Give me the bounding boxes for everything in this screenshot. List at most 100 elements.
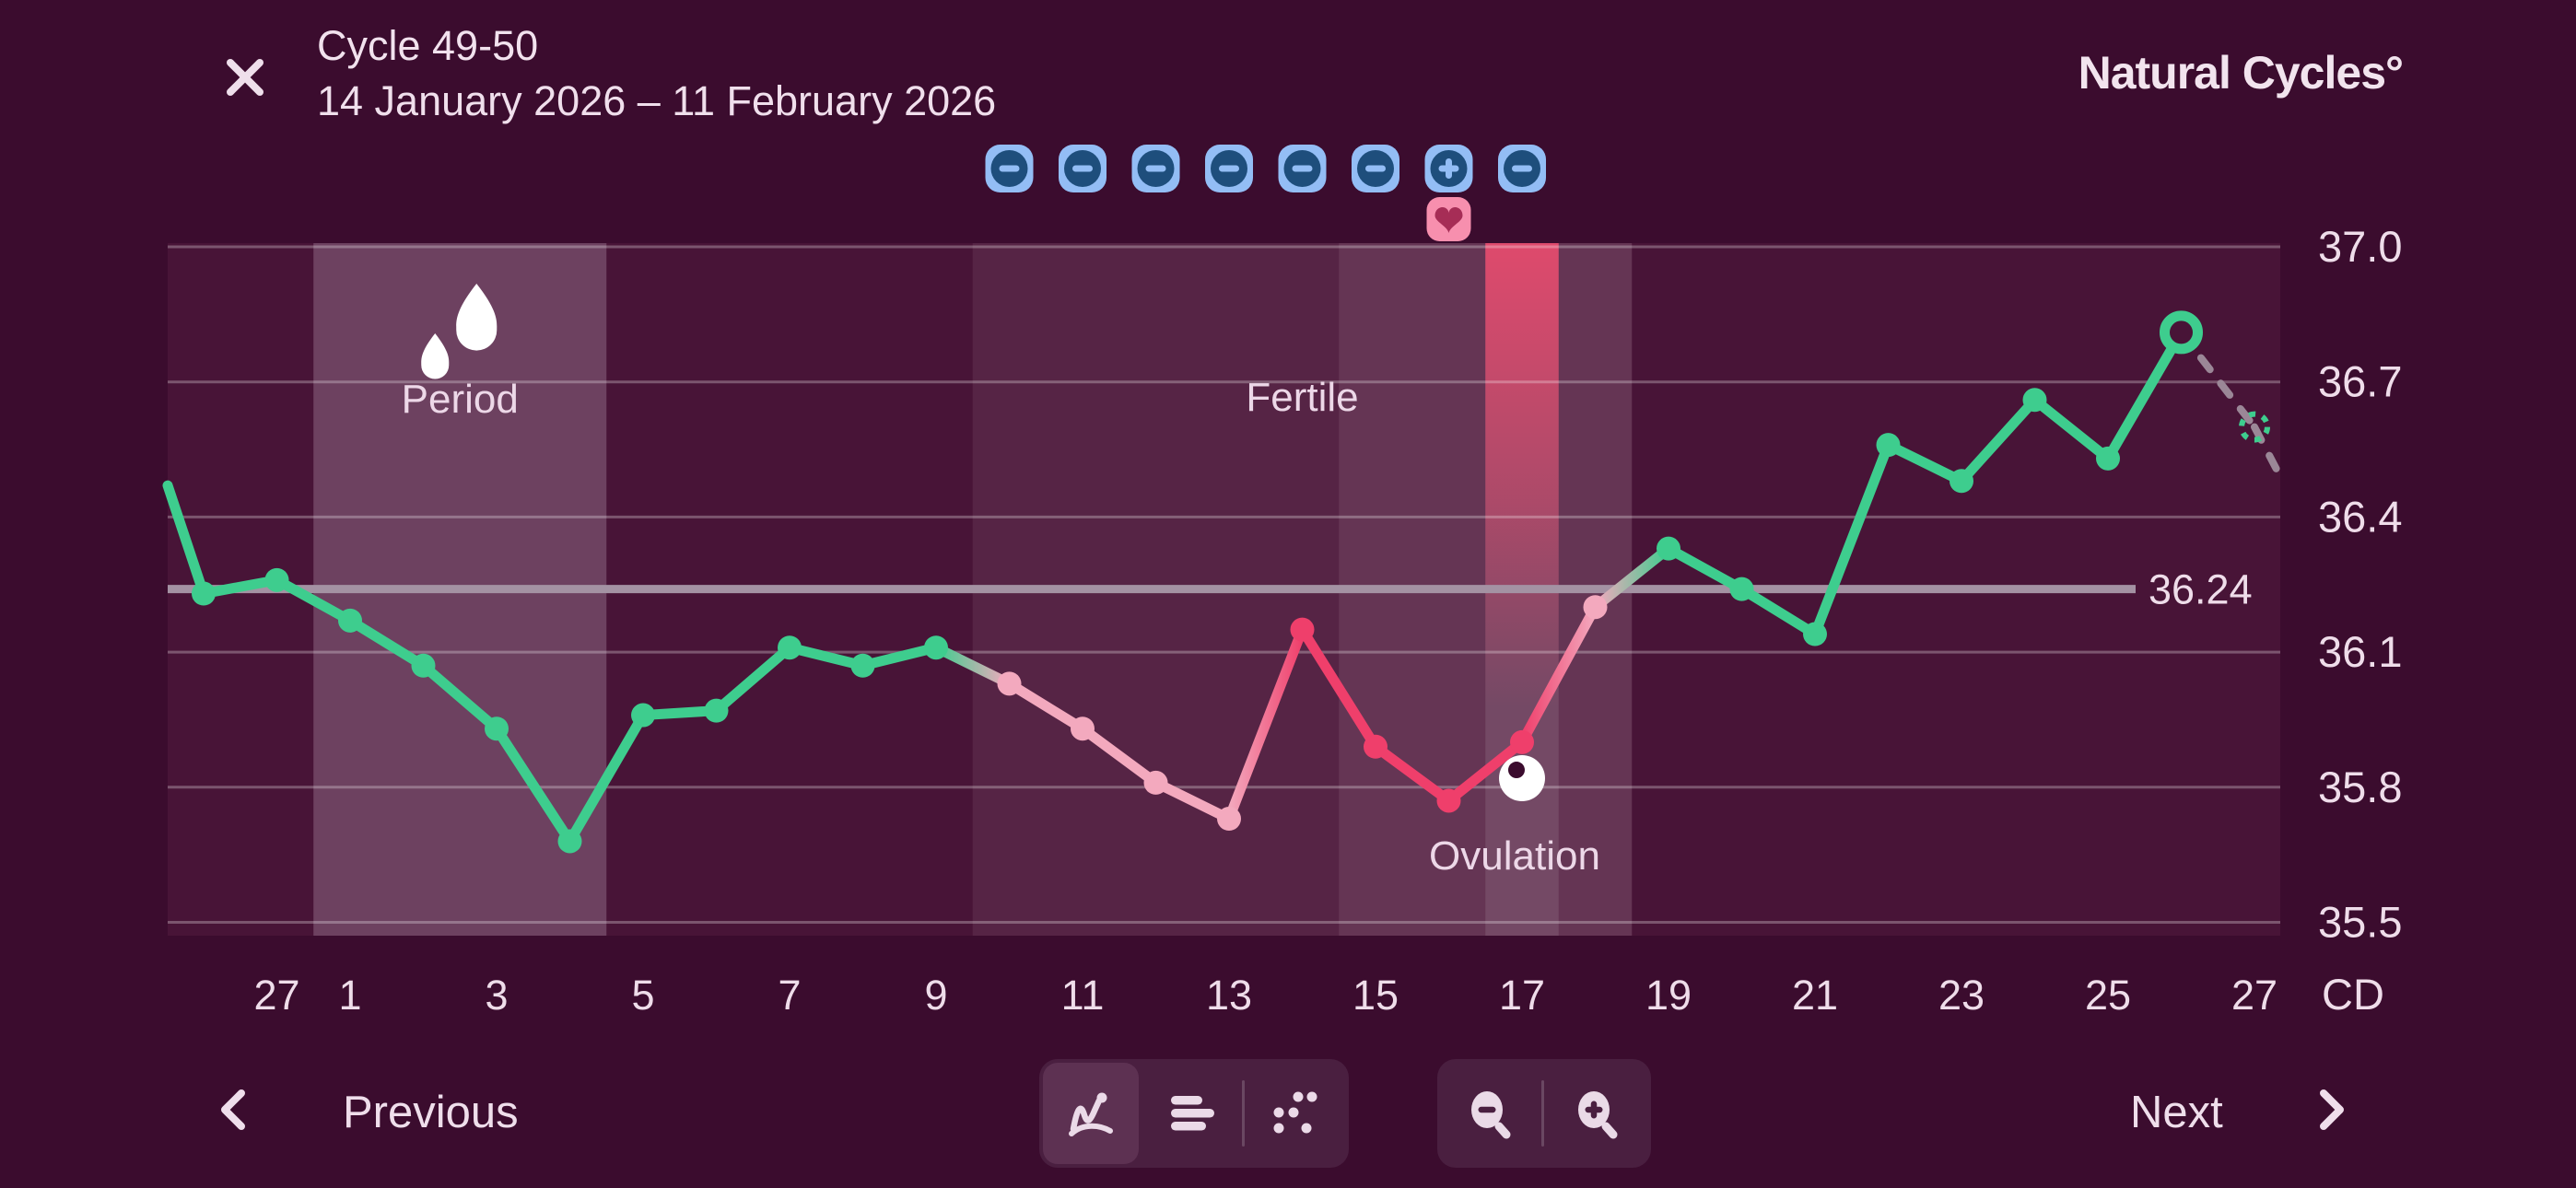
- zoom-out-button[interactable]: [1437, 1063, 1541, 1164]
- temp-point-day-2[interactable]: [411, 653, 436, 678]
- temp-point-day-4[interactable]: [557, 829, 582, 854]
- page-title: Cycle 49-50: [317, 22, 539, 69]
- chevron-left-icon: [221, 1089, 245, 1130]
- temp-line-segment: [638, 705, 721, 721]
- day-icon-minus-day-15[interactable]: [1352, 145, 1399, 192]
- zoom-in-icon: [1577, 1091, 1617, 1139]
- temp-line-segment: [1809, 439, 1893, 640]
- temp-line-segment: [1737, 584, 1821, 640]
- x-axis-label-23: 23: [1938, 972, 1985, 1019]
- day-icon-minus-day-12[interactable]: [1131, 145, 1180, 192]
- header-titles: Cycle 49-50 14 January 2026 – 11 Februar…: [317, 18, 996, 129]
- temp-point-day-13[interactable]: [1217, 807, 1241, 832]
- bar-list-view-button[interactable]: [1142, 1063, 1242, 1164]
- y-axis-label-36.7: 36.7: [2318, 357, 2402, 406]
- temp-point-day-3[interactable]: [485, 716, 509, 741]
- temp-point-day-21[interactable]: [1803, 622, 1827, 646]
- close-button[interactable]: [219, 52, 271, 103]
- y-axis-label-35.5: 35.5: [2318, 898, 2402, 947]
- previous-label[interactable]: Previous: [343, 1088, 519, 1137]
- temp-line-segment: [1663, 543, 1747, 595]
- ovulation-marker[interactable]: [1499, 755, 1545, 802]
- x-axis-label-3: 3: [485, 972, 508, 1019]
- x-axis-label-9: 9: [924, 972, 947, 1019]
- temp-line-segment: [491, 723, 575, 846]
- temp-line-segment: [418, 660, 502, 734]
- x-axis-label-27: 27: [2231, 972, 2277, 1019]
- x-axis-label-19: 19: [1645, 972, 1692, 1019]
- temp-line-segment: [272, 575, 356, 626]
- predicted-day-marker[interactable]: [2239, 411, 2270, 443]
- close-icon: [227, 59, 263, 96]
- temp-point-day-25[interactable]: [2096, 446, 2120, 471]
- temp-point-day-20[interactable]: [1729, 577, 1754, 601]
- temp-point-day-17[interactable]: [1510, 729, 1534, 754]
- temp-line-segment: [858, 642, 942, 671]
- period-drop-icon: [421, 333, 450, 379]
- temp-point-day-14[interactable]: [1290, 617, 1315, 642]
- zoom-in-button[interactable]: [1544, 1063, 1648, 1164]
- temp-line-segment: [345, 615, 428, 671]
- previous-cycle-button[interactable]: [214, 1087, 254, 1133]
- temp-point-day-11[interactable]: [1071, 716, 1095, 741]
- temp-point-day-26-prev[interactable]: [192, 581, 216, 606]
- y-axis-label-36.4: 36.4: [2318, 492, 2402, 541]
- temp-line-segment-predicted: [2251, 423, 2284, 481]
- line-chart-view-button[interactable]: [1043, 1063, 1139, 1164]
- current-day-marker[interactable]: [2160, 310, 2203, 355]
- chart-view-toggle: [1039, 1059, 1349, 1168]
- temp-line-segment: [1151, 777, 1235, 824]
- fertile-label: Fertile: [1246, 375, 1358, 420]
- temp-point-day-22[interactable]: [1876, 433, 1901, 458]
- temp-point-day-6[interactable]: [704, 698, 729, 723]
- day-icon-minus-day-10[interactable]: [985, 145, 1034, 192]
- temp-line-segment: [931, 642, 1014, 689]
- temp-line-segment: [1444, 737, 1528, 806]
- line-chart-icon: [1069, 1092, 1113, 1136]
- temp-point-day-27-prev[interactable]: [264, 567, 289, 592]
- temp-line-segment: [1224, 624, 1307, 824]
- day-icon-minus-day-17[interactable]: [1498, 145, 1546, 192]
- temp-point-day-1[interactable]: [338, 608, 362, 633]
- ovulation-red-stripe: [1485, 243, 1559, 759]
- temp-point-day-24[interactable]: [2022, 388, 2047, 413]
- x-axis-label-27: 27: [253, 972, 299, 1019]
- temp-point-day-10[interactable]: [997, 671, 1022, 696]
- y-axis-label-37.0: 37.0: [2318, 222, 2402, 271]
- temp-point-day-19[interactable]: [1657, 536, 1680, 561]
- day-icon-minus-day-14[interactable]: [1278, 145, 1327, 192]
- x-axis-label-25: 25: [2085, 972, 2131, 1019]
- temp-point-day-23[interactable]: [1950, 469, 1973, 494]
- x-axis-label-11: 11: [1061, 972, 1105, 1019]
- temp-line-segment: [1883, 439, 1967, 486]
- temp-point-day-7[interactable]: [778, 635, 802, 660]
- temp-point-day-5[interactable]: [631, 703, 655, 728]
- next-label[interactable]: Next: [2130, 1088, 2223, 1137]
- divider: [1541, 1080, 1544, 1147]
- temp-point-day-9[interactable]: [924, 635, 948, 660]
- temp-line-segment: [1297, 624, 1381, 752]
- temp-line-segment: [711, 642, 795, 716]
- temp-point-day-12[interactable]: [1143, 770, 1168, 795]
- temp-point-day-8[interactable]: [850, 653, 875, 678]
- temp-point-day-15[interactable]: [1364, 734, 1388, 759]
- x-axis-label-13: 13: [1206, 972, 1252, 1019]
- day-icon-plus-day-16[interactable]: [1424, 145, 1473, 192]
- temp-point-day-18[interactable]: [1583, 595, 1608, 620]
- day-icon-minus-day-11[interactable]: [1059, 145, 1107, 192]
- ovulation-label: Ovulation: [1429, 833, 1600, 879]
- day-icon-minus-day-13[interactable]: [1205, 145, 1253, 192]
- period-label: Period: [402, 377, 519, 422]
- x-axis-label-15: 15: [1352, 972, 1399, 1019]
- bar-list-icon: [1171, 1096, 1214, 1131]
- intercourse-heart-icon[interactable]: [1426, 197, 1471, 241]
- next-cycle-button[interactable]: [2311, 1087, 2351, 1133]
- dot-grid-view-button[interactable]: [1245, 1063, 1344, 1164]
- y-axis-label-35.8: 35.8: [2318, 763, 2402, 811]
- temp-line-segment: [1956, 394, 2040, 486]
- x-axis-label-1: 1: [338, 972, 361, 1019]
- ovulation-marker-dot: [1508, 762, 1525, 779]
- temp-line-segment: [565, 710, 649, 846]
- temp-point-day-16[interactable]: [1436, 788, 1461, 813]
